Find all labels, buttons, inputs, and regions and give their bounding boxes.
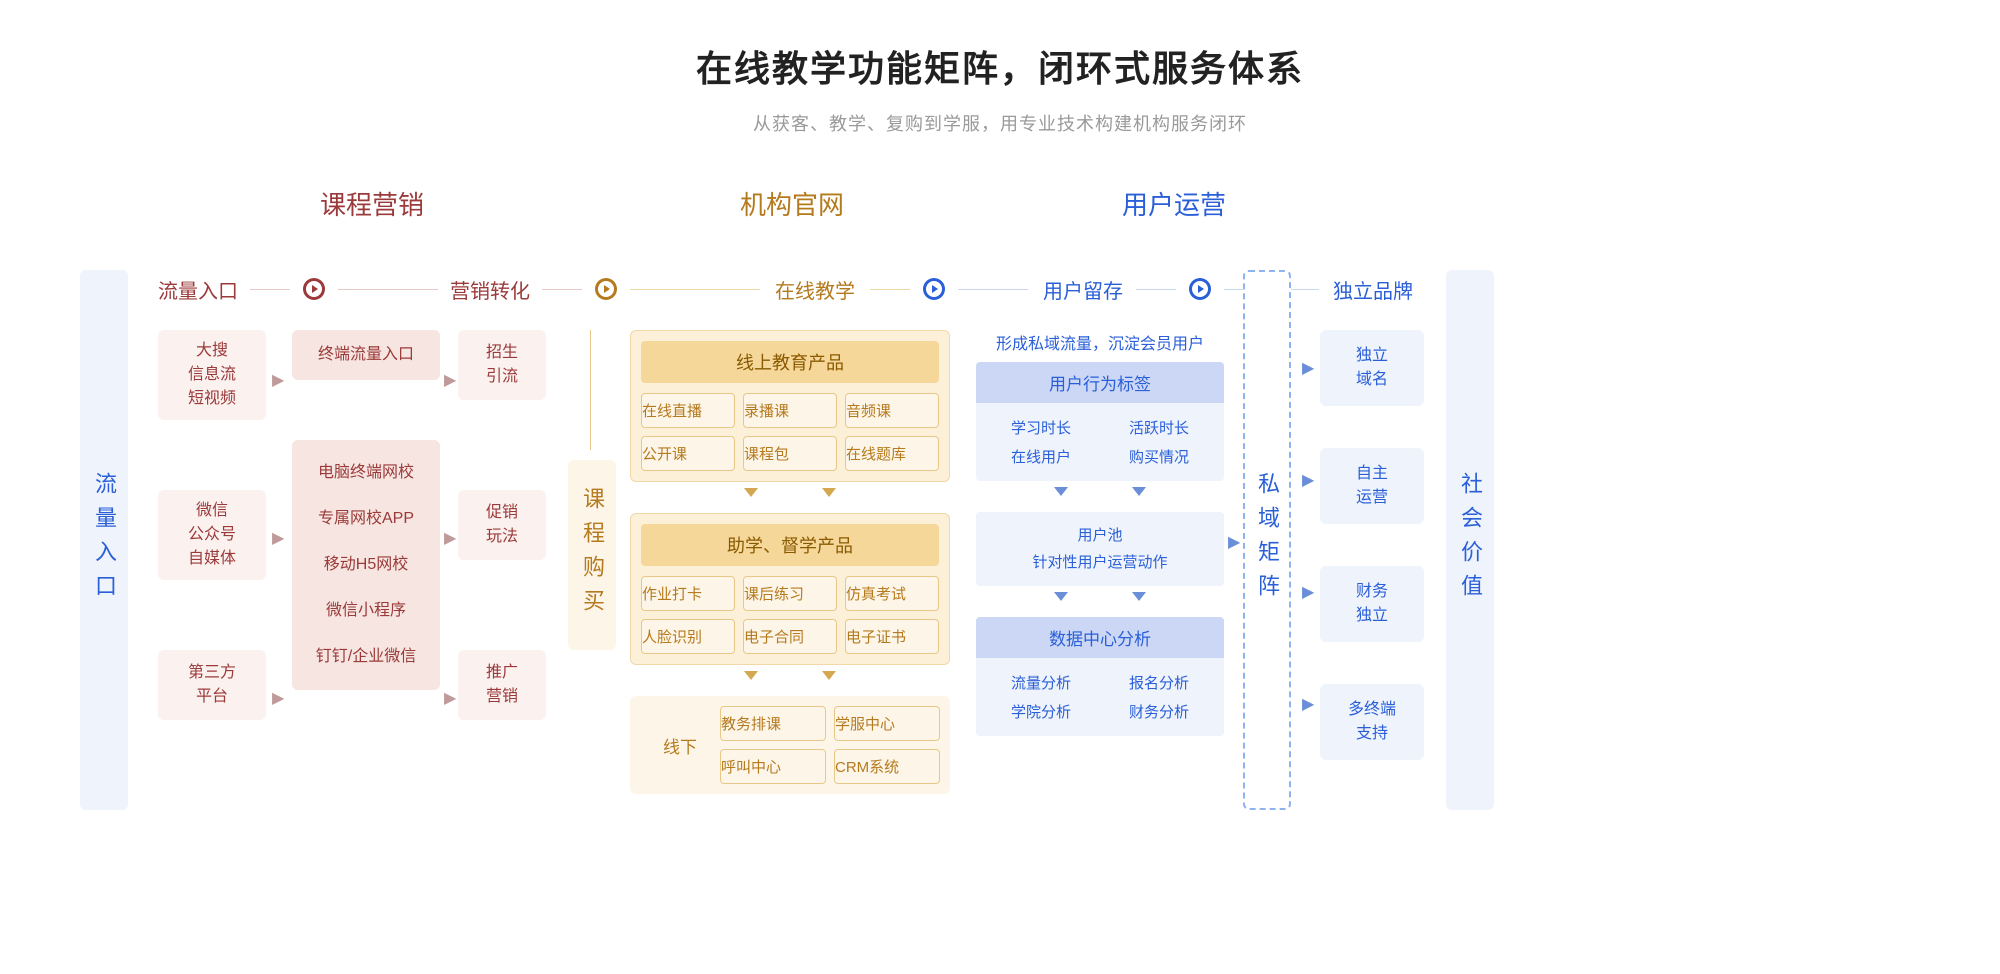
arrow-icon: ▶ [272,528,284,548]
connector-line [1136,289,1176,290]
play-icon [594,277,618,301]
title-study-products: 助学、督学产品 [641,524,939,566]
subheader-brand: 独立品牌 [1333,275,1413,304]
arrow-icon: ▶ [1302,358,1314,378]
connector-line [870,289,910,290]
group-online-products: 线上教育产品 在线直播 录播课 音频课 公开课 课程包 在线题库 [630,330,950,482]
pillar-traffic-entry: 流量入口 [80,270,128,810]
group-offline: 线下 教务排课 学服中心 呼叫中心 CRM系统 [630,696,950,794]
connector-line [338,289,438,290]
item-crm: CRM系统 [834,749,940,784]
item-recorded: 录播课 [743,393,837,428]
arrow-icon: ▶ [1302,470,1314,490]
box-terminal-entry: 终端流量入口 [292,330,440,380]
subheader-traffic-entry: 流量入口 [158,275,238,304]
page-title: 在线教学功能矩阵，闭环式服务体系 [0,40,2000,92]
box-wechat: 微信 公众号 自媒体 [158,490,266,580]
title-online-products: 线上教育产品 [641,341,939,383]
connector-line [630,289,760,290]
box-recruit: 招生 引流 [458,330,546,400]
item-audio: 音频课 [845,393,939,428]
arrow-icon: ▶ [272,688,284,708]
box-promotion: 促销 玩法 [458,490,546,560]
section-website: 机构官网 [740,185,844,222]
down-arrow-icon [976,481,1224,512]
caption-private-traffic: 形成私域流量，沉淀会员用户 [976,330,1224,354]
subheader-marketing-convert: 营销转化 [450,275,530,304]
group-data-analysis: 数据中心分析 流量分析 报名分析 学院分析 财务分析 [976,617,1224,736]
label-offline: 线下 [640,733,720,758]
arrow-icon: ▶ [1228,532,1240,552]
down-arrow-icon [976,586,1224,617]
connector-line [250,289,290,290]
subheader-online-teaching: 在线教学 [775,275,855,304]
connector-line [590,330,591,450]
item-study-time: 学习时长 [1011,417,1071,438]
item-signup-analysis: 报名分析 [1129,672,1189,693]
item-practice: 课后练习 [743,576,837,611]
title-user-behavior: 用户行为标签 [976,362,1224,403]
box-dasou: 大搜 信息流 短视频 [158,330,266,420]
page-subtitle: 从获客、教学、复购到学服，用专业技术构建机构服务闭环 [0,110,2000,136]
item-purchase: 购买情况 [1129,446,1189,467]
box-thirdparty: 第三方 平台 [158,650,266,720]
pillar-course-purchase: 课程购买 [568,460,616,650]
box-multiterminal: 多终端 支持 [1320,684,1424,760]
label-user-pool: 用户池 [986,522,1214,549]
arrow-icon: ▶ [444,688,456,708]
group-user-pool: 用户池 针对性用户运营动作 [976,512,1224,586]
arrow-icon: ▶ [1302,582,1314,602]
item-miniprogram: 微信小程序 [326,599,406,623]
item-face: 人脸识别 [641,619,735,654]
item-homework: 作业打卡 [641,576,735,611]
pillar-private-matrix: 私域矩阵 [1243,270,1291,810]
subheader-user-retention: 用户留存 [1043,275,1123,304]
item-open: 公开课 [641,436,735,471]
arrow-icon: ▶ [1302,694,1314,714]
section-operations: 用户运营 [1122,185,1226,222]
item-schedule: 教务排课 [720,706,826,741]
arrow-icon: ▶ [272,370,284,390]
item-online-user: 在线用户 [1011,446,1071,467]
section-marketing: 课程营销 [320,185,424,222]
box-finance: 财务 独立 [1320,566,1424,642]
item-question: 在线题库 [845,436,939,471]
play-icon [302,277,326,301]
pillar-social-value: 社会价值 [1446,270,1494,810]
group-study-products: 助学、督学产品 作业打卡 课后练习 仿真考试 人脸识别 电子合同 电子证书 [630,513,950,665]
item-traffic-analysis: 流量分析 [1011,672,1071,693]
item-h5: 移动H5网校 [324,553,408,577]
arrow-icon: ▶ [444,528,456,548]
item-contract: 电子合同 [743,619,837,654]
item-exam: 仿真考试 [845,576,939,611]
item-package: 课程包 [743,436,837,471]
down-arrow-icon [630,482,950,513]
item-live: 在线直播 [641,393,735,428]
connector-line [542,289,582,290]
play-icon [1188,277,1212,301]
connector-line [958,289,1028,290]
item-service: 学服中心 [834,706,940,741]
item-active-time: 活跃时长 [1129,417,1189,438]
down-arrow-icon [630,665,950,696]
title-data-analysis: 数据中心分析 [976,617,1224,658]
item-dingtalk: 钉钉/企业微信 [316,645,416,669]
item-cert: 电子证书 [845,619,939,654]
label-targeted-ops: 针对性用户运营动作 [986,549,1214,576]
group-user-behavior: 用户行为标签 学习时长 活跃时长 在线用户 购买情况 [976,362,1224,481]
box-self-operate: 自主 运营 [1320,448,1424,524]
play-icon [922,277,946,301]
item-app: 专属网校APP [318,507,414,531]
box-marketing: 推广 营销 [458,650,546,720]
arrow-icon: ▶ [444,370,456,390]
item-pc-school: 电脑终端网校 [318,461,414,485]
box-domain: 独立 域名 [1320,330,1424,406]
box-terminals-group: 电脑终端网校 专属网校APP 移动H5网校 微信小程序 钉钉/企业微信 [292,440,440,690]
item-call: 呼叫中心 [720,749,826,784]
item-finance-analysis: 财务分析 [1129,701,1189,722]
item-school-analysis: 学院分析 [1011,701,1071,722]
